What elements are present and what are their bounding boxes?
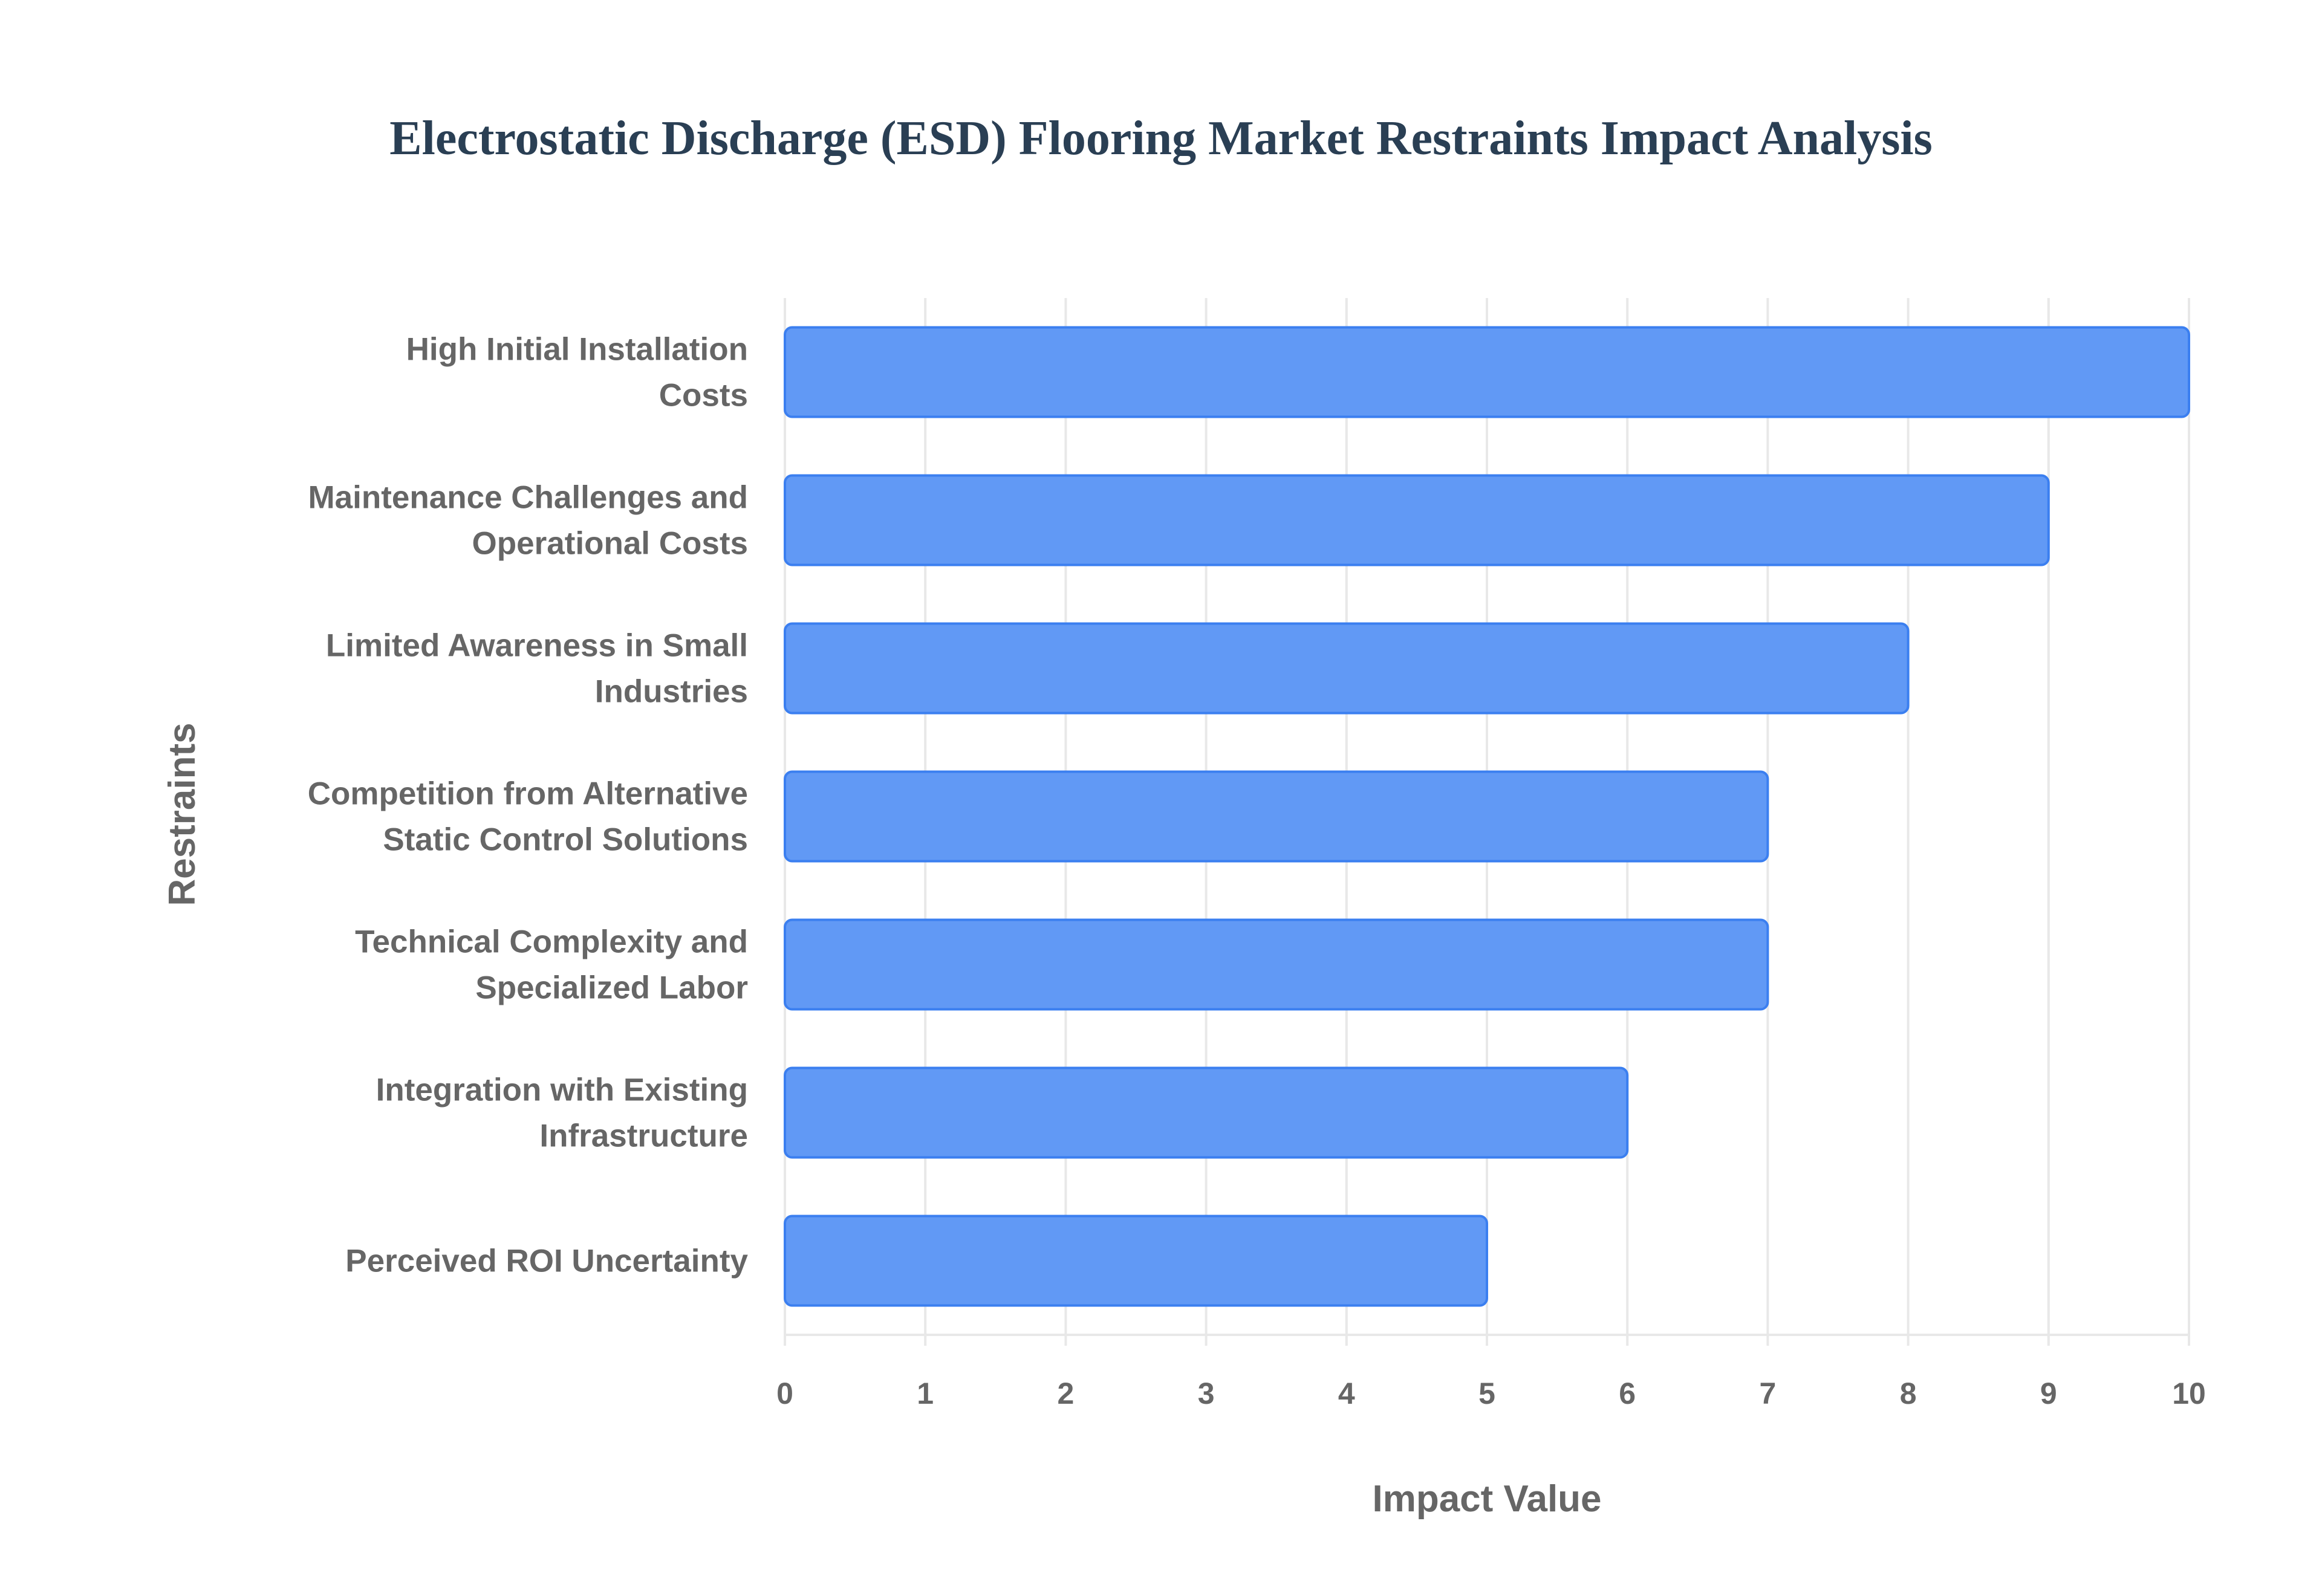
y-axis-title: Restraints <box>161 722 203 906</box>
x-tick-label: 2 <box>1057 1377 1074 1410</box>
x-tick-label: 6 <box>1619 1377 1636 1410</box>
category-label: Integration with Existing <box>376 1072 748 1108</box>
x-tick-label: 10 <box>2172 1377 2206 1410</box>
category-label: Maintenance Challenges and <box>308 480 748 516</box>
category-label: High Initial Installation <box>406 332 748 368</box>
bar <box>784 1215 1488 1307</box>
bar <box>784 1066 1629 1159</box>
category-label: Competition from Alternative <box>308 776 748 812</box>
category-label: Industries <box>595 674 748 710</box>
x-axis-title: Impact Value <box>1372 1478 1601 1520</box>
bar <box>784 622 1910 715</box>
category-label: Infrastructure <box>539 1118 748 1154</box>
x-tick-label: 9 <box>2040 1377 2057 1410</box>
category-label: Costs <box>659 378 748 414</box>
x-tick-label: 5 <box>1478 1377 1495 1410</box>
category-label: Specialized Labor <box>475 970 748 1006</box>
x-tick-label: 3 <box>1198 1377 1215 1410</box>
bar <box>784 474 2050 566</box>
x-tick-label: 4 <box>1338 1377 1355 1410</box>
category-label: Static Control Solutions <box>383 822 748 858</box>
category-label: Limited Awareness in Small <box>326 628 748 664</box>
x-tick-label: 7 <box>1759 1377 1776 1410</box>
chart-title: Electrostatic Discharge (ESD) Flooring M… <box>389 112 1933 165</box>
category-labels: High Initial Installation Costs Maintenanc… <box>308 332 749 1279</box>
x-tick-label: 8 <box>1900 1377 1917 1410</box>
bars <box>784 326 2190 1307</box>
category-label: Operational Costs <box>472 526 748 562</box>
category-label: Perceived ROI Uncertainty <box>345 1244 748 1279</box>
bar <box>784 326 2190 418</box>
bar <box>784 918 1769 1011</box>
bar <box>784 770 1769 863</box>
x-tick-label: 1 <box>917 1377 934 1410</box>
x-tick-label: 0 <box>776 1377 793 1410</box>
category-label: Technical Complexity and <box>355 924 748 960</box>
x-tick-labels: 0 1 2 3 4 5 6 7 8 9 10 <box>776 1377 2206 1410</box>
